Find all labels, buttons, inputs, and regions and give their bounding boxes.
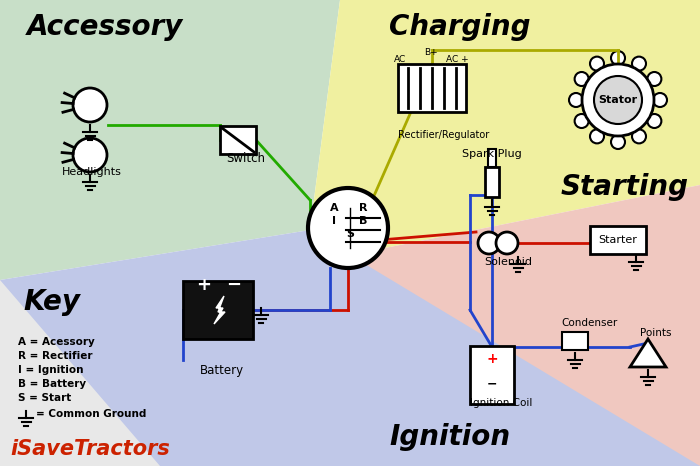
Bar <box>470 346 514 404</box>
Circle shape <box>594 76 642 124</box>
Text: A = Acessory: A = Acessory <box>18 337 95 347</box>
Text: Condenser: Condenser <box>561 318 617 328</box>
Text: B = Battery: B = Battery <box>18 379 86 389</box>
Bar <box>562 332 588 350</box>
Circle shape <box>575 114 589 128</box>
Text: Stator: Stator <box>598 95 638 105</box>
Text: R = Rectifier: R = Rectifier <box>18 351 92 361</box>
Text: Key: Key <box>24 288 80 316</box>
Bar <box>485 167 499 197</box>
Text: AC: AC <box>394 55 406 64</box>
Text: Rectifier/Regulator: Rectifier/Regulator <box>398 130 489 140</box>
Text: Headlights: Headlights <box>62 167 122 177</box>
Text: R: R <box>358 203 368 213</box>
Circle shape <box>582 64 654 136</box>
Bar <box>220 126 256 154</box>
Text: −: − <box>226 276 241 294</box>
Polygon shape <box>630 339 666 367</box>
Circle shape <box>73 88 107 122</box>
Bar <box>590 226 646 254</box>
Polygon shape <box>350 185 700 466</box>
Text: AC +: AC + <box>446 55 468 64</box>
Text: S = Start: S = Start <box>18 393 71 403</box>
Text: Points: Points <box>640 328 671 338</box>
Circle shape <box>575 72 589 86</box>
Circle shape <box>308 188 388 268</box>
Circle shape <box>611 135 625 149</box>
Circle shape <box>648 72 661 86</box>
Bar <box>183 281 253 339</box>
Text: Charging: Charging <box>389 13 531 41</box>
Circle shape <box>648 114 661 128</box>
Text: I: I <box>332 216 336 226</box>
Text: Battery: Battery <box>200 364 244 377</box>
Text: +: + <box>196 276 211 294</box>
Text: Accessory: Accessory <box>27 13 183 41</box>
Text: +: + <box>486 352 498 366</box>
Text: S: S <box>346 229 354 239</box>
Text: Switch: Switch <box>226 152 265 165</box>
Text: B+: B+ <box>424 48 438 57</box>
Circle shape <box>632 57 646 71</box>
Circle shape <box>653 93 667 107</box>
Text: Ignition Coil: Ignition Coil <box>470 398 533 408</box>
Polygon shape <box>0 230 700 466</box>
Text: Solenoid: Solenoid <box>484 257 532 267</box>
Circle shape <box>478 232 500 254</box>
Polygon shape <box>214 296 225 324</box>
Circle shape <box>496 232 518 254</box>
Circle shape <box>569 93 583 107</box>
Text: A: A <box>330 203 338 213</box>
Circle shape <box>590 57 604 71</box>
Text: Starter: Starter <box>598 235 638 245</box>
Text: = Common Ground: = Common Ground <box>36 409 146 419</box>
Circle shape <box>632 130 646 144</box>
Text: iSaveTractors: iSaveTractors <box>10 439 169 459</box>
Text: Ignition: Ignition <box>389 423 510 451</box>
Text: I = Ignition: I = Ignition <box>18 365 83 375</box>
Text: Starting: Starting <box>561 173 689 201</box>
Bar <box>398 64 466 112</box>
Text: Spark Plug: Spark Plug <box>462 149 522 159</box>
Text: B: B <box>359 216 368 226</box>
Circle shape <box>590 130 604 144</box>
Polygon shape <box>310 0 700 255</box>
Circle shape <box>611 51 625 65</box>
Bar <box>488 149 496 167</box>
Polygon shape <box>0 280 160 466</box>
Text: −: − <box>486 377 497 390</box>
Circle shape <box>73 138 107 172</box>
Polygon shape <box>0 0 340 280</box>
